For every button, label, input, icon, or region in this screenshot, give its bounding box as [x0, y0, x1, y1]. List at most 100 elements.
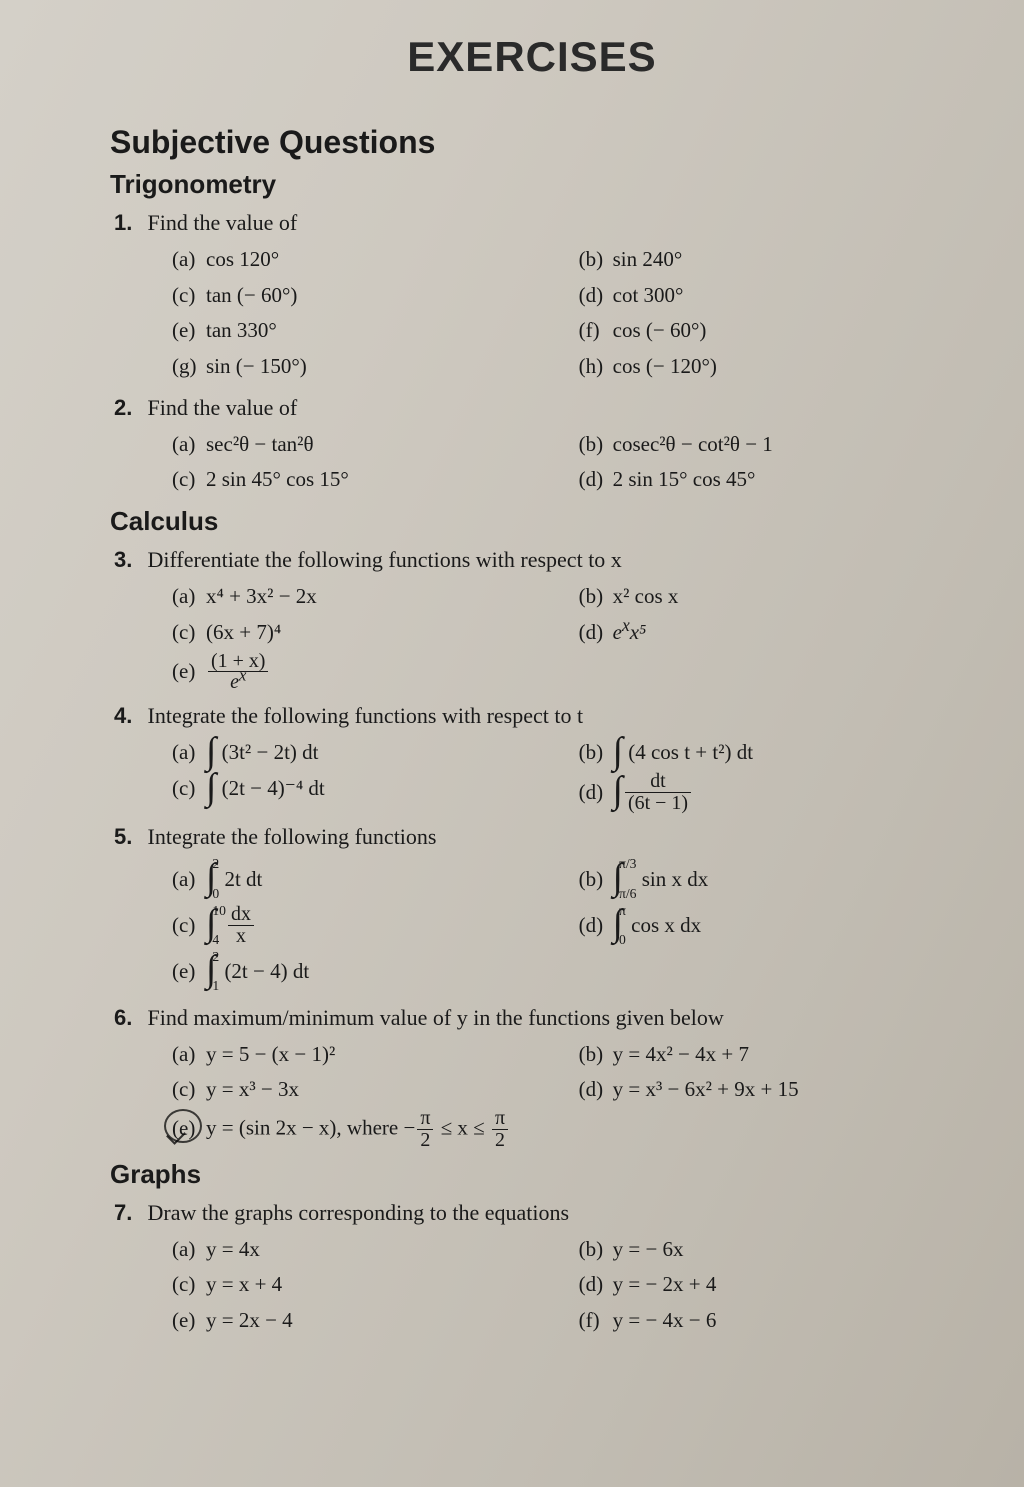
q3-d-text: exx⁵: [613, 615, 647, 651]
integral-limits: 21: [212, 958, 219, 985]
q1-opt-h: (h)cos (− 120°): [579, 349, 954, 385]
q3-b-text: x² cos x: [613, 579, 679, 615]
q4-opt-c: (c)∫ (2t − 4)⁻⁴ dt: [172, 771, 579, 807]
q1-f-text: cos (− 60°): [613, 313, 707, 349]
q2-b-text: cosec²θ − cot²θ − 1: [613, 427, 773, 463]
label-a: (a): [172, 1232, 206, 1268]
q3-opt-d: (d)exx⁵: [579, 615, 954, 651]
label-a: (a): [172, 735, 206, 771]
label-d: (d): [579, 462, 613, 498]
q5-b-text: sin x dx: [642, 856, 709, 902]
q6-opt-d: (d)y = x³ − 6x² + 9x + 15: [579, 1072, 954, 1108]
question-text: Find the value of: [148, 395, 298, 420]
label-b: (b): [579, 735, 613, 771]
label-b: (b): [579, 856, 613, 902]
page-content: EXERCISES Subjective Questions Trigonome…: [0, 0, 1024, 1385]
label-c: (c): [172, 1072, 206, 1108]
fraction-den: x: [228, 926, 254, 947]
q1-opt-d: (d)cot 300°: [579, 278, 954, 314]
q2-a-text: sec²θ − tan²θ: [206, 427, 314, 463]
question-7: 7. Draw the graphs corresponding to the …: [146, 1200, 954, 1226]
q5-opt-d: (d)∫π0 cos x dx: [579, 902, 954, 948]
label-a: (a): [172, 427, 206, 463]
options-q6: (a)y = 5 − (x − 1)² (b)y = 4x² − 4x + 7 …: [172, 1037, 954, 1151]
label-c: (c): [172, 771, 206, 807]
q2-d-text: 2 sin 15° cos 45°: [613, 462, 756, 498]
label-e: (e): [172, 1303, 206, 1339]
q5-e-text: (2t − 4) dt: [224, 948, 309, 994]
q5-c-fraction: dx x: [228, 904, 254, 947]
q1-c-text: tan (− 60°): [206, 278, 297, 314]
q6-opt-b: (b)y = 4x² − 4x + 7: [579, 1037, 954, 1073]
options-q4: (a)∫ (3t² − 2t) dt (b)∫ (4 cos t + t²) d…: [172, 735, 954, 814]
q2-opt-d: (d)2 sin 15° cos 45°: [579, 462, 954, 498]
heading-trigonometry: Trigonometry: [110, 169, 954, 200]
label-c: (c): [172, 1267, 206, 1303]
q5-a-text: 2t dt: [224, 856, 262, 902]
label-h: (h): [579, 349, 613, 385]
fraction-pi-2: π2: [492, 1108, 508, 1151]
question-number: 4.: [114, 703, 142, 729]
options-q2: (a)sec²θ − tan²θ (b)cosec²θ − cot²θ − 1 …: [172, 427, 954, 498]
label-d: (d): [579, 775, 613, 811]
q3-a-text: x⁴ + 3x² − 2x: [206, 579, 317, 615]
q1-opt-g: (g)sin (− 150°): [172, 349, 579, 385]
question-5: 5. Integrate the following functions: [146, 824, 954, 850]
q7-c-text: y = x + 4: [206, 1267, 282, 1303]
label-f: (f): [579, 313, 613, 349]
q7-opt-b: (b)y = − 6x: [579, 1232, 954, 1268]
fraction-den: (6t − 1): [625, 793, 691, 814]
cropped-title: EXERCISES: [110, 34, 954, 80]
fraction-num: dx: [228, 904, 254, 926]
q7-f-text: y = − 4x − 6: [613, 1303, 717, 1339]
q4-b-text: (4 cos t + t²) dt: [628, 735, 753, 771]
q4-opt-b: (b)∫ (4 cos t + t²) dt: [579, 735, 954, 771]
q1-h-text: cos (− 120°): [613, 349, 717, 385]
q5-opt-b: (b)∫π/3π/6 sin x dx: [579, 856, 954, 902]
label-b: (b): [579, 579, 613, 615]
question-text: Draw the graphs corresponding to the equ…: [148, 1200, 570, 1225]
label-a: (a): [172, 1037, 206, 1073]
question-text: Find the value of: [148, 210, 298, 235]
question-2: 2. Find the value of: [146, 395, 954, 421]
fraction-num: dt: [625, 771, 691, 793]
q3-opt-a: (a)x⁴ + 3x² − 2x: [172, 579, 579, 615]
label-c: (c): [172, 615, 206, 651]
q3-opt-c: (c)(6x + 7)⁴: [172, 615, 579, 651]
q7-a-text: y = 4x: [206, 1232, 260, 1268]
label-e: (e): [172, 313, 206, 349]
q6-opt-e: (e) y = (sin 2x − x), where −π2 ≤ x ≤ π2: [172, 1108, 954, 1151]
integral-icon: ∫: [613, 779, 623, 802]
q2-c-text: 2 sin 45° cos 15°: [206, 462, 349, 498]
options-q1: (a)cos 120° (b)sin 240° (c)tan (− 60°) (…: [172, 242, 954, 385]
q5-d-text: cos x dx: [631, 902, 701, 948]
q1-d-text: cot 300°: [613, 278, 684, 314]
q1-e-text: tan 330°: [206, 313, 277, 349]
question-6: 6. Find maximum/minimum value of y in th…: [146, 1005, 954, 1031]
label-d: (d): [579, 278, 613, 314]
q6-opt-c: (c)y = x³ − 3x: [172, 1072, 579, 1108]
q4-a-text: (3t² − 2t) dt: [222, 735, 319, 771]
q6-d-text: y = x³ − 6x² + 9x + 15: [613, 1072, 799, 1108]
q1-opt-c: (c)tan (− 60°): [172, 278, 579, 314]
q2-opt-c: (c)2 sin 45° cos 15°: [172, 462, 579, 498]
label-d: (d): [579, 1072, 613, 1108]
question-3: 3. Differentiate the following functions…: [146, 547, 954, 573]
label-a: (a): [172, 856, 206, 902]
section-heading: Subjective Questions: [110, 124, 954, 161]
q1-a-text: cos 120°: [206, 242, 279, 278]
q7-opt-c: (c)y = x + 4: [172, 1267, 579, 1303]
question-number: 2.: [114, 395, 142, 421]
q4-c-text: (2t − 4)⁻⁴ dt: [222, 771, 325, 807]
label-g: (g): [172, 349, 206, 385]
q7-e-text: y = 2x − 4: [206, 1303, 293, 1339]
label-b: (b): [579, 427, 613, 463]
question-number: 3.: [114, 547, 142, 573]
q1-opt-e: (e)tan 330°: [172, 313, 579, 349]
q4-opt-d: (d)∫ dt (6t − 1): [579, 771, 954, 814]
q1-g-text: sin (− 150°): [206, 349, 307, 385]
q7-b-text: y = − 6x: [613, 1232, 684, 1268]
q1-opt-a: (a)cos 120°: [172, 242, 579, 278]
integral-icon: ∫: [206, 740, 216, 763]
question-number: 6.: [114, 1005, 142, 1031]
